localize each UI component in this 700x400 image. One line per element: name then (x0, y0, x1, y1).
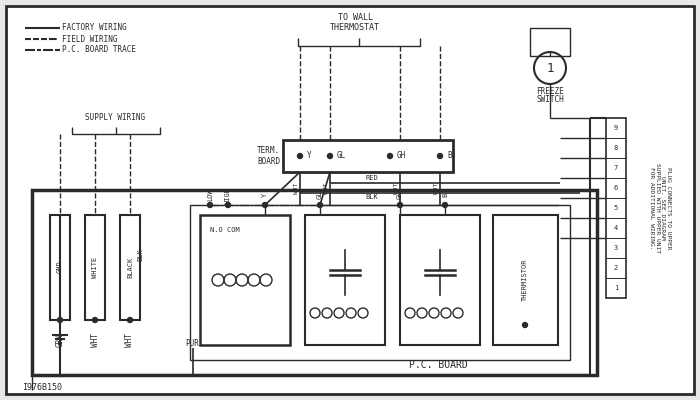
Text: FACTORY WIRING: FACTORY WIRING (62, 24, 127, 32)
Bar (283, 140, 453, 172)
Text: WHT: WHT (435, 182, 440, 194)
Text: 5: 5 (614, 205, 618, 211)
Text: LOW: LOW (207, 189, 213, 201)
Text: P.C. BOARD: P.C. BOARD (410, 360, 468, 370)
Bar (606, 118, 626, 298)
Text: WHT: WHT (90, 333, 99, 347)
Bar (530, 28, 570, 56)
Text: Y: Y (307, 152, 312, 160)
Text: N.O COM: N.O COM (210, 227, 239, 233)
Bar (200, 215, 290, 345)
Text: I976B150: I976B150 (22, 384, 62, 392)
Text: THERMISTOR: THERMISTOR (522, 259, 528, 301)
Circle shape (442, 202, 447, 208)
Text: 2: 2 (614, 265, 618, 271)
Text: 1: 1 (546, 62, 554, 74)
Bar (190, 205, 570, 360)
Bar (305, 215, 385, 345)
Text: GH: GH (397, 152, 406, 160)
Text: THERMOSTAT: THERMOSTAT (330, 22, 380, 32)
Text: WHT: WHT (325, 182, 330, 194)
Text: SUPPLY WIRING: SUPPLY WIRING (85, 114, 145, 122)
Bar (400, 215, 480, 345)
Text: FIELD WIRING: FIELD WIRING (62, 34, 118, 44)
Text: WHT: WHT (125, 333, 134, 347)
Text: 3: 3 (614, 245, 618, 251)
Circle shape (318, 202, 323, 208)
Text: GL: GL (317, 191, 323, 199)
Circle shape (57, 318, 62, 322)
Circle shape (262, 202, 267, 208)
Text: GH: GH (397, 191, 403, 199)
Text: 6: 6 (614, 185, 618, 191)
Circle shape (298, 154, 302, 158)
Text: B: B (442, 193, 448, 197)
Text: WHT: WHT (295, 182, 300, 194)
Circle shape (127, 318, 132, 322)
Text: SWITCH: SWITCH (536, 96, 564, 104)
Bar (85, 215, 105, 320)
Text: TERM.
BOARD: TERM. BOARD (257, 146, 280, 166)
Bar (32, 190, 597, 375)
Text: GND: GND (57, 261, 63, 273)
Text: FREEZE: FREEZE (536, 88, 564, 96)
Text: 8: 8 (614, 145, 618, 151)
Text: RED: RED (365, 175, 378, 181)
Text: BLK: BLK (137, 249, 143, 261)
Text: PLUG CONNECTS TO UPPER
UNIT. SEE DIAGRAM
SUPPLIED WITH UPPER UNIT
FOR ADDITIONAL: PLUG CONNECTS TO UPPER UNIT. SEE DIAGRAM… (649, 163, 671, 253)
Text: PUR: PUR (185, 340, 199, 348)
Text: B: B (447, 152, 452, 160)
Circle shape (328, 154, 332, 158)
Circle shape (388, 154, 393, 158)
Circle shape (522, 322, 528, 328)
Text: Y: Y (262, 193, 268, 197)
Text: WHITE: WHITE (92, 256, 98, 278)
Text: GRN: GRN (55, 333, 64, 347)
Text: TO WALL: TO WALL (337, 14, 372, 22)
Text: HIGH: HIGH (225, 186, 231, 204)
Text: BLK: BLK (365, 194, 378, 200)
Text: 9: 9 (614, 125, 618, 131)
Circle shape (92, 318, 97, 322)
Circle shape (438, 154, 442, 158)
Bar (493, 215, 558, 345)
Circle shape (207, 202, 213, 208)
Text: GL: GL (337, 152, 346, 160)
Text: 4: 4 (614, 225, 618, 231)
Circle shape (398, 202, 402, 208)
Text: WHT: WHT (395, 182, 400, 194)
Text: 1: 1 (614, 285, 618, 291)
Text: P.C. BOARD TRACE: P.C. BOARD TRACE (62, 46, 136, 54)
Text: 7: 7 (614, 165, 618, 171)
Circle shape (225, 202, 230, 208)
Bar (50, 215, 70, 320)
Text: BLACK: BLACK (127, 256, 133, 278)
Bar (120, 215, 140, 320)
